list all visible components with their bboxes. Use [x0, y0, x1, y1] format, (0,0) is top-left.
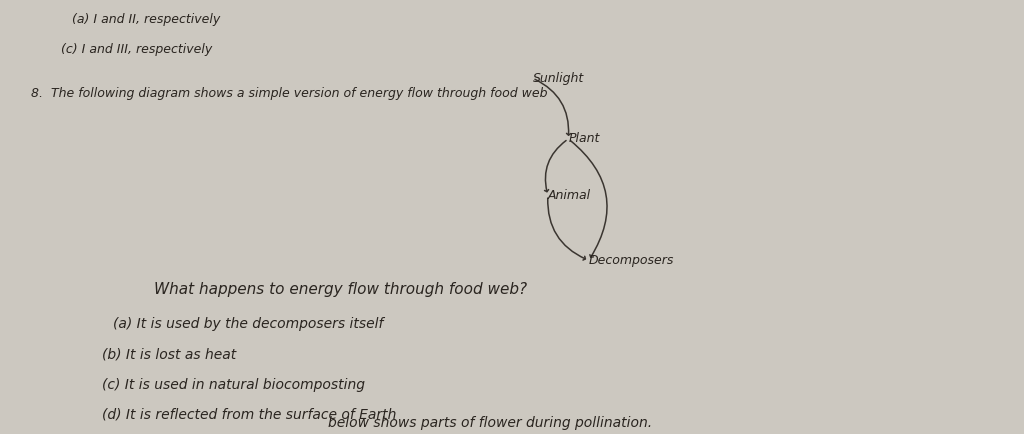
Text: (a) I and II, respectively: (a) I and II, respectively: [72, 13, 220, 26]
Text: Decomposers: Decomposers: [589, 254, 674, 267]
Text: (b) It is lost as heat: (b) It is lost as heat: [102, 347, 237, 361]
Text: below shows parts of flower during pollination.: below shows parts of flower during polli…: [328, 416, 652, 430]
Text: Plant: Plant: [568, 132, 600, 145]
Text: Sunlight: Sunlight: [532, 72, 584, 85]
Text: 8.  The following diagram shows a simple version of energy flow through food web: 8. The following diagram shows a simple …: [31, 87, 547, 100]
Text: Animal: Animal: [548, 189, 591, 202]
Text: (d) It is reflected from the surface of Earth: (d) It is reflected from the surface of …: [102, 408, 396, 422]
Text: (c) It is used in natural biocomposting: (c) It is used in natural biocomposting: [102, 378, 366, 391]
Text: What happens to energy flow through food web?: What happens to energy flow through food…: [154, 282, 526, 297]
Text: (d) II...: (d) II...: [614, 13, 655, 26]
Text: (a) It is used by the decomposers itself: (a) It is used by the decomposers itself: [113, 317, 383, 331]
Text: (c) I and III, respectively: (c) I and III, respectively: [61, 43, 213, 56]
